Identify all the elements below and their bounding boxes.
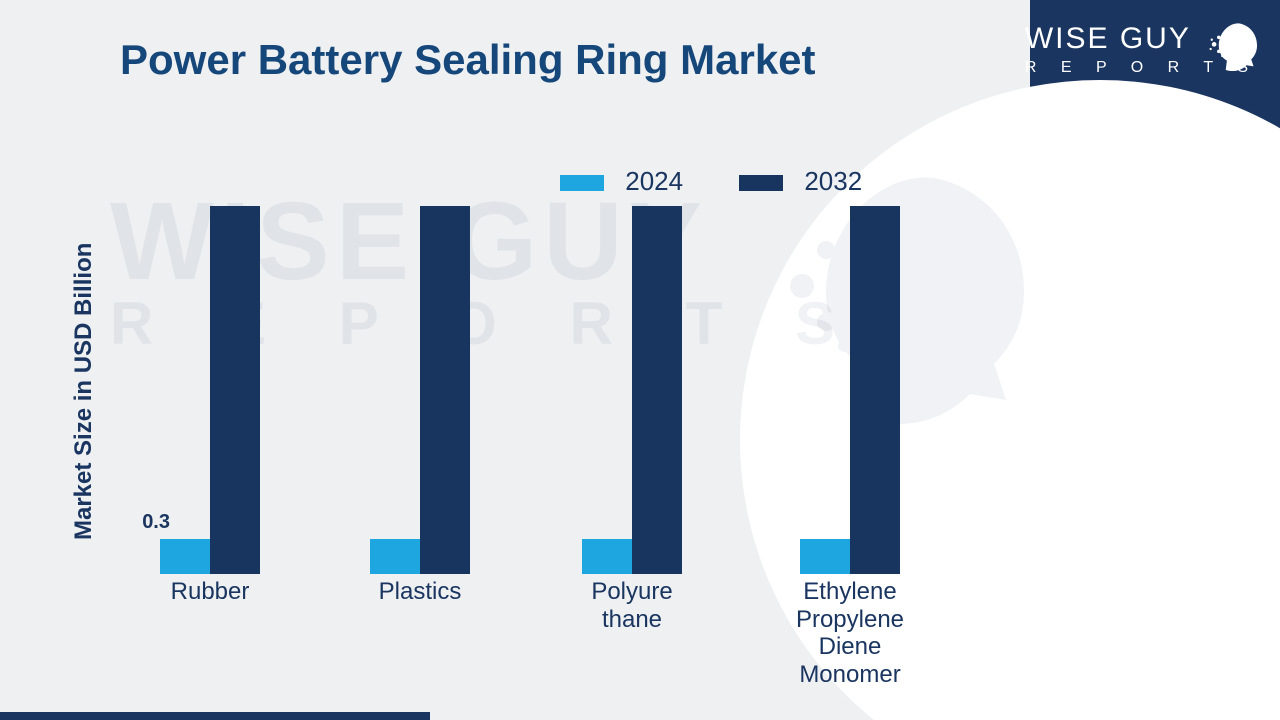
legend-swatch-2024 [560,175,604,191]
legend-item-2024: 2024 [560,166,683,197]
legend-swatch-2032 [739,175,783,191]
chart-title: Power Battery Sealing Ring Market [120,36,816,84]
brand-logo: WISE GUY R E P O R T S [1025,24,1258,77]
bar-2032 [632,206,682,574]
value-label: 0.3 [124,511,170,534]
bar-2024 [800,539,850,574]
footer-accent-bar [0,712,430,720]
plot-area: 0.3 [120,200,920,574]
bar-2032 [850,206,900,574]
bar-2032 [210,206,260,574]
bar-2024 [160,539,210,574]
brand-head-icon [1206,20,1264,78]
bar-2024 [370,539,420,574]
legend-label-2032: 2032 [804,166,862,196]
y-axis-label: Market Size in USD Billion [70,243,98,540]
category-label: Polyurethane [547,578,717,633]
legend-label-2024: 2024 [625,166,683,196]
legend: 2024 2032 [560,166,862,197]
category-label: EthylenePropyleneDieneMonomer [765,578,935,688]
chart-canvas: WISE GUY R E P O R T S Power Battery Sea… [0,0,1280,720]
category-label: Plastics [335,578,505,606]
bar-2024 [582,539,632,574]
legend-item-2032: 2032 [739,166,862,197]
category-label: Rubber [125,578,295,606]
bar-2032 [420,206,470,574]
